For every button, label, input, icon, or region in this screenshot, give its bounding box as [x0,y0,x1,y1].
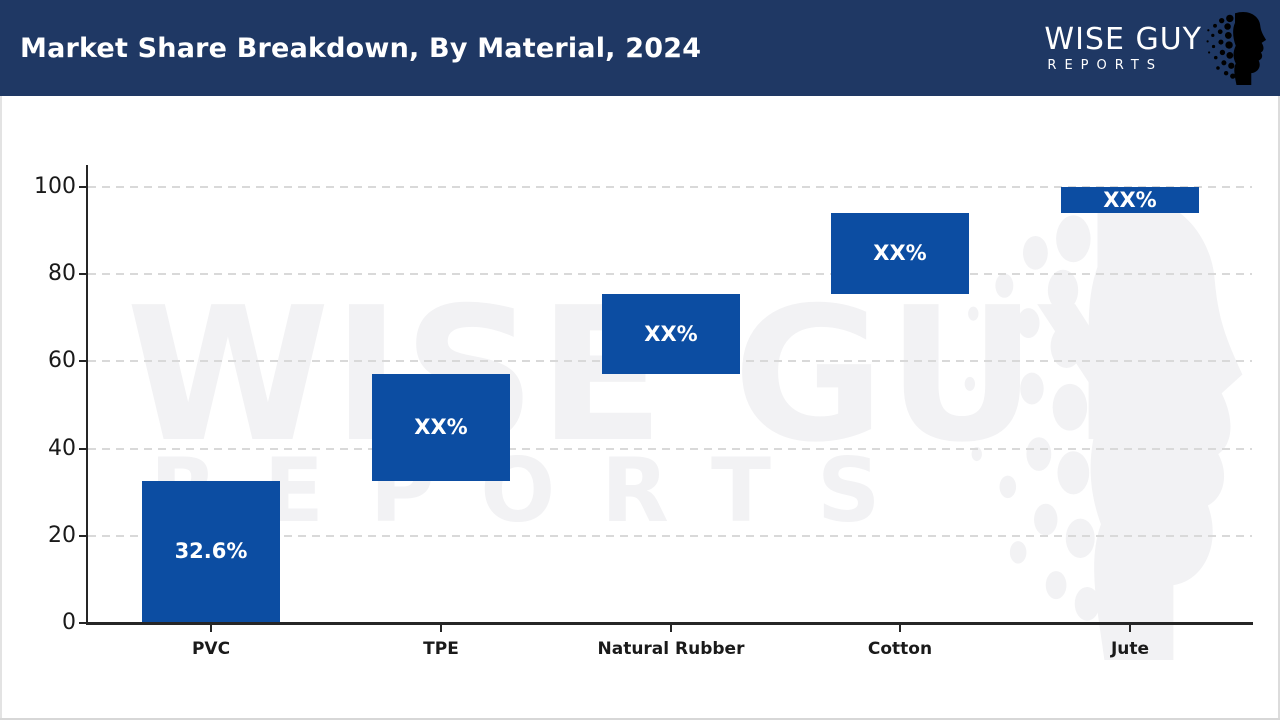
gridline-40 [88,447,1252,450]
y-tick-label-100: 100 [34,174,76,199]
x-axis-label-jute: Jute [1110,639,1150,659]
gridline-80 [88,273,1252,276]
y-tick-label-60: 60 [48,348,76,374]
brand-wordmark: WISE GUY [1044,21,1202,57]
x-tick-mark-natural-rubber [670,625,672,632]
y-tick-label-80: 80 [48,261,76,287]
x-axis-label-pvc: PVC [191,639,231,659]
bar-cotton: XX% [831,213,969,294]
brand-tagline: REPORTS [1047,57,1164,73]
x-axis-label-natural-rubber: Natural Rubber [597,639,745,659]
x-tick-mark-tpe [440,625,442,632]
bar-value-label-cotton: XX% [873,240,927,265]
bar-pvc: 32.6% [142,480,280,623]
bar-tpe: XX% [372,374,510,481]
x-tick-mark-jute [1129,625,1131,632]
y-tick-mark-60 [79,360,87,363]
y-tick-label-20: 20 [48,522,76,548]
brand-logo: WISE GUY REPORTS [1044,7,1272,89]
brand-logo-text: WISE GUY REPORTS [1044,21,1202,73]
y-tick-label-0: 0 [62,610,76,635]
x-tick-mark-cotton [899,625,901,632]
gridline-100 [88,186,1252,188]
bar-jute: XX% [1061,187,1199,214]
y-axis-line [86,165,88,625]
brand-face-icon [1198,7,1272,89]
x-axis-label-tpe: TPE [423,639,459,659]
x-axis-line [86,622,1253,625]
y-tick-mark-100 [79,186,87,188]
y-tick-mark-0 [79,622,87,624]
y-tick-mark-40 [79,447,87,450]
y-tick-mark-80 [79,273,87,276]
watermark-face-icon [925,192,1270,660]
bar-value-label-jute: XX% [1103,187,1157,212]
gridline-20 [88,534,1252,537]
page-title: Market Share Breakdown, By Material, 202… [20,32,702,64]
header-bar: Market Share Breakdown, By Material, 202… [0,0,1280,96]
bar-value-label-pvc: 32.6% [174,539,248,564]
bar-value-label-natural-rubber: XX% [644,321,698,346]
y-tick-mark-20 [79,534,87,537]
x-axis-label-cotton: Cotton [867,639,933,659]
y-tick-label-40: 40 [48,435,76,461]
bar-natural-rubber: XX% [602,293,740,375]
x-tick-mark-pvc [210,625,212,632]
bar-value-label-tpe: XX% [414,415,468,440]
